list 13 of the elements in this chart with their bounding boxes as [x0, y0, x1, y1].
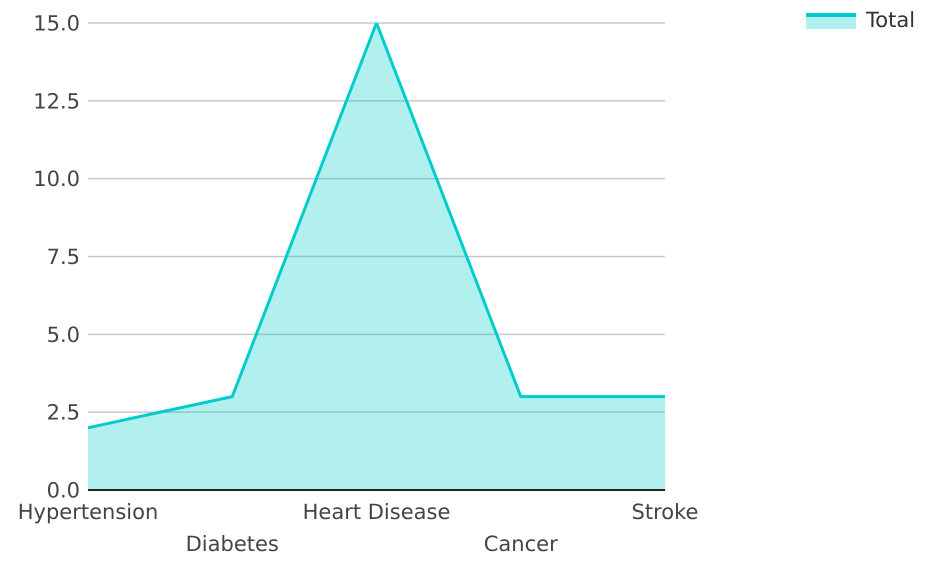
- y-tick-label: 5.0: [46, 322, 80, 347]
- x-tick-label: Hypertension: [18, 500, 158, 524]
- y-tick-label: 10.0: [33, 167, 80, 192]
- y-tick-label: 12.5: [33, 89, 80, 114]
- y-tick-label: 15.0: [33, 11, 80, 36]
- y-tick-label: 7.5: [46, 244, 80, 269]
- x-tick-label: Diabetes: [186, 532, 279, 556]
- y-tick-label: 0.0: [46, 478, 80, 502]
- x-tick-label: Stroke: [632, 500, 698, 524]
- x-tick-label: Heart Disease: [302, 500, 450, 524]
- x-tick-label: Cancer: [484, 532, 558, 556]
- y-tick-label: 2.5: [46, 400, 80, 425]
- legend-label: Total: [866, 8, 916, 32]
